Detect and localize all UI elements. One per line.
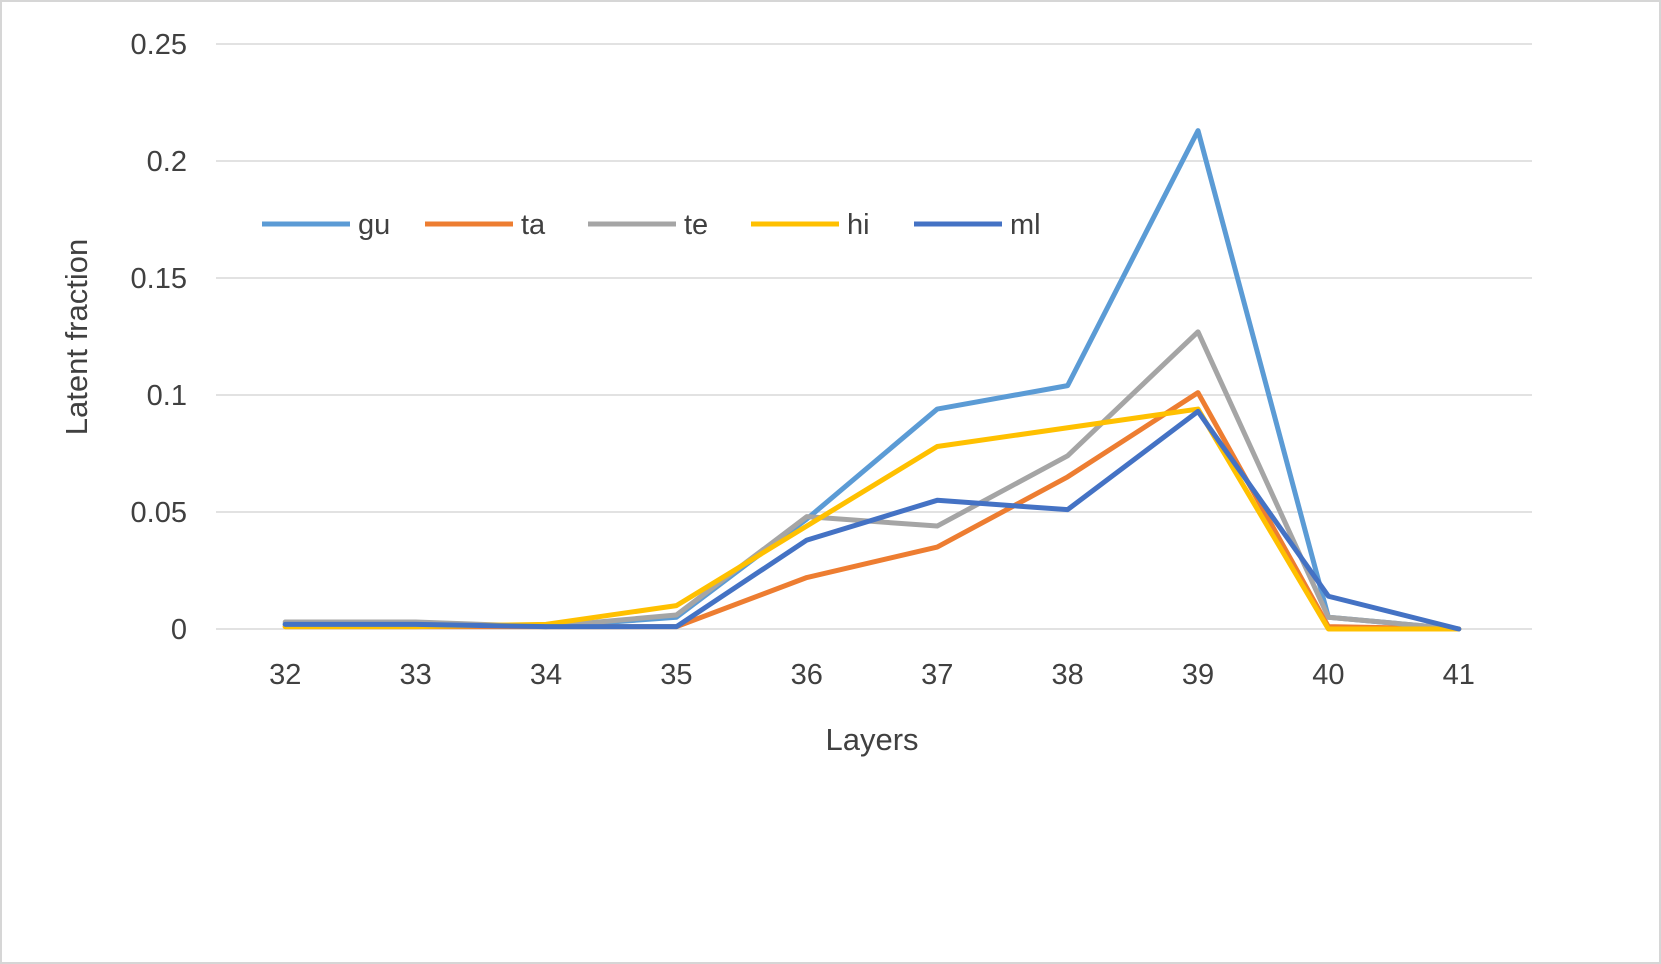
y-tick-label: 0 bbox=[171, 614, 187, 646]
legend-item-ml: ml bbox=[914, 209, 1041, 241]
x-tick-label: 33 bbox=[399, 659, 431, 691]
legend-item-te: te bbox=[588, 209, 708, 241]
x-tick-label: 35 bbox=[660, 659, 692, 691]
x-tick-label: 40 bbox=[1312, 659, 1344, 691]
y-axis-title: Latent fraction bbox=[59, 239, 94, 435]
legend-label-ta: ta bbox=[521, 209, 546, 241]
x-tick-label: 38 bbox=[1051, 659, 1083, 691]
legend-item-ta: ta bbox=[425, 209, 546, 241]
legend-label-ml: ml bbox=[1010, 209, 1041, 241]
x-tick-label: 41 bbox=[1443, 659, 1475, 691]
x-tick-label: 37 bbox=[921, 659, 953, 691]
legend: gu ta te hi ml bbox=[262, 209, 1041, 241]
y-tick-label: 0.25 bbox=[131, 29, 187, 61]
series-line-ta bbox=[282, 390, 1462, 632]
x-tick-label: 36 bbox=[791, 659, 823, 691]
x-tick-label: 32 bbox=[269, 659, 301, 691]
x-tick-label: 34 bbox=[530, 659, 562, 691]
y-tick-label: 0.15 bbox=[131, 263, 187, 295]
x-axis-tick-labels: 32 33 34 35 36 37 38 39 40 41 bbox=[269, 659, 1475, 691]
series-line-ml bbox=[282, 408, 1462, 632]
legend-item-hi: hi bbox=[751, 209, 870, 241]
series-lines bbox=[282, 128, 1462, 632]
y-axis-tick-labels: 0 0.05 0.1 0.15 0.2 0.25 bbox=[131, 29, 187, 646]
y-tick-label: 0.1 bbox=[147, 380, 187, 412]
y-tick-label: 0.05 bbox=[131, 497, 187, 529]
x-axis-title: Layers bbox=[825, 722, 918, 757]
legend-item-gu: gu bbox=[262, 209, 390, 241]
x-tick-label: 39 bbox=[1182, 659, 1214, 691]
gridlines bbox=[216, 43, 1532, 630]
y-tick-label: 0.2 bbox=[147, 146, 187, 178]
legend-label-hi: hi bbox=[847, 209, 870, 241]
legend-label-te: te bbox=[684, 209, 708, 241]
legend-label-gu: gu bbox=[358, 209, 390, 241]
series-line-te bbox=[282, 329, 1462, 632]
